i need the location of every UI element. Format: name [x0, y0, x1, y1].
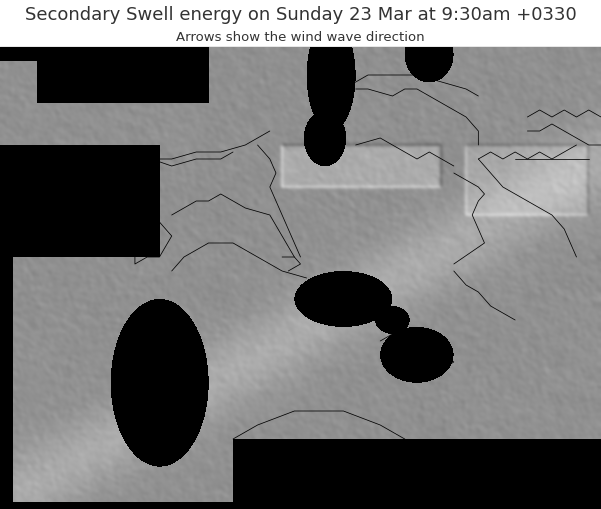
Text: Secondary Swell energy on Sunday 23 Mar at 9:30am +0330: Secondary Swell energy on Sunday 23 Mar …	[25, 6, 576, 24]
Text: Arrows show the wind wave direction: Arrows show the wind wave direction	[176, 31, 425, 44]
